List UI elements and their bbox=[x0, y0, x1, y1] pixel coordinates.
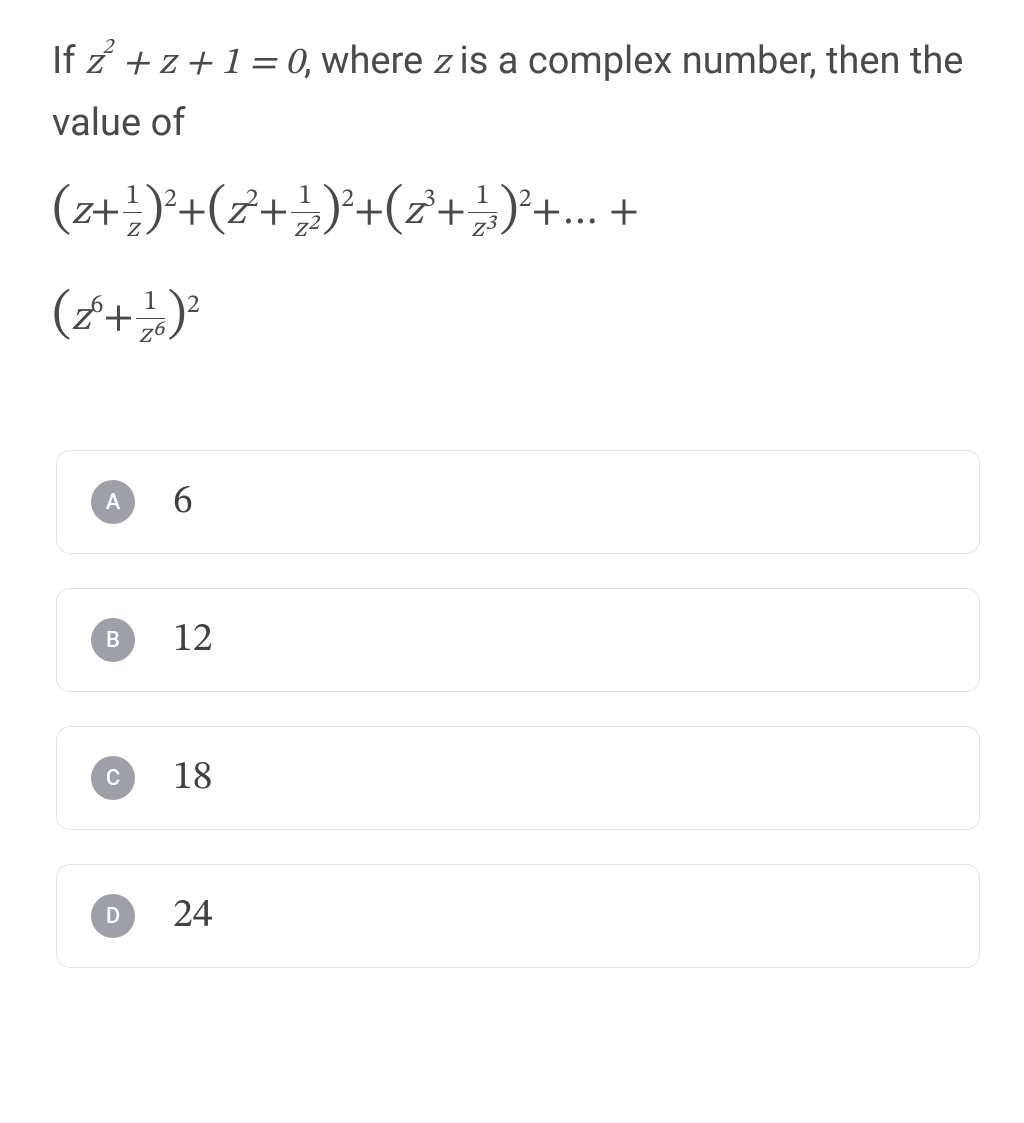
option-badge: D bbox=[91, 894, 135, 938]
question-container: If z2 + z + 1 = 0, where z is a complex … bbox=[0, 0, 1024, 1008]
question-intro: If z2 + z + 1 = 0, where z is a complex … bbox=[52, 39, 963, 145]
expression-line-2: (z6 + 1z⁶ )2 bbox=[52, 276, 984, 360]
question-text: If z2 + z + 1 = 0, where z is a complex … bbox=[52, 32, 984, 360]
options-list: A 6 B 12 C 18 D 24 bbox=[52, 450, 984, 968]
option-value: 18 bbox=[173, 753, 213, 803]
option-a[interactable]: A 6 bbox=[56, 450, 980, 554]
option-value: 24 bbox=[173, 891, 213, 941]
option-c[interactable]: C 18 bbox=[56, 726, 980, 830]
option-value: 12 bbox=[173, 615, 213, 665]
option-badge: B bbox=[91, 618, 135, 662]
option-d[interactable]: D 24 bbox=[56, 864, 980, 968]
option-badge: C bbox=[91, 756, 135, 800]
option-badge: A bbox=[91, 480, 135, 524]
expression-line-1: (z + 1z )2 + (z2 + 1z² )2 + (z3 + 1z³ )2… bbox=[52, 171, 984, 255]
option-value: 6 bbox=[173, 477, 193, 527]
inline-equation: z2 + z + 1 = 0 bbox=[85, 45, 304, 83]
option-b[interactable]: B 12 bbox=[56, 588, 980, 692]
